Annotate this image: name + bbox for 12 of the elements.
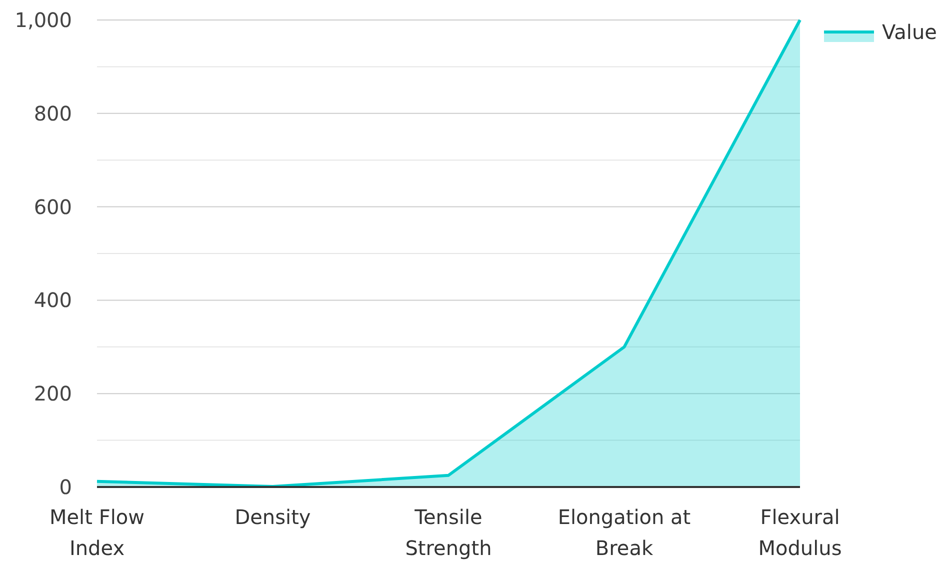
y-tick-label: 600	[34, 194, 72, 219]
legend-label: Value	[882, 20, 937, 44]
x-tick-label: Melt Flow Index	[50, 505, 144, 560]
y-tick-label: 800	[34, 101, 72, 126]
y-tick-label: 200	[34, 382, 72, 406]
y-tick-label: 1,000	[14, 8, 72, 32]
y-tick-label: 0	[59, 475, 72, 499]
x-tick-label: Tensile Strength	[405, 505, 492, 560]
x-tick-label: Flexural Modulus	[758, 505, 842, 560]
x-tick-label: Density	[234, 505, 311, 529]
x-tick-label: Elongation at Break	[558, 505, 691, 560]
y-tick-label: 400	[34, 288, 72, 312]
